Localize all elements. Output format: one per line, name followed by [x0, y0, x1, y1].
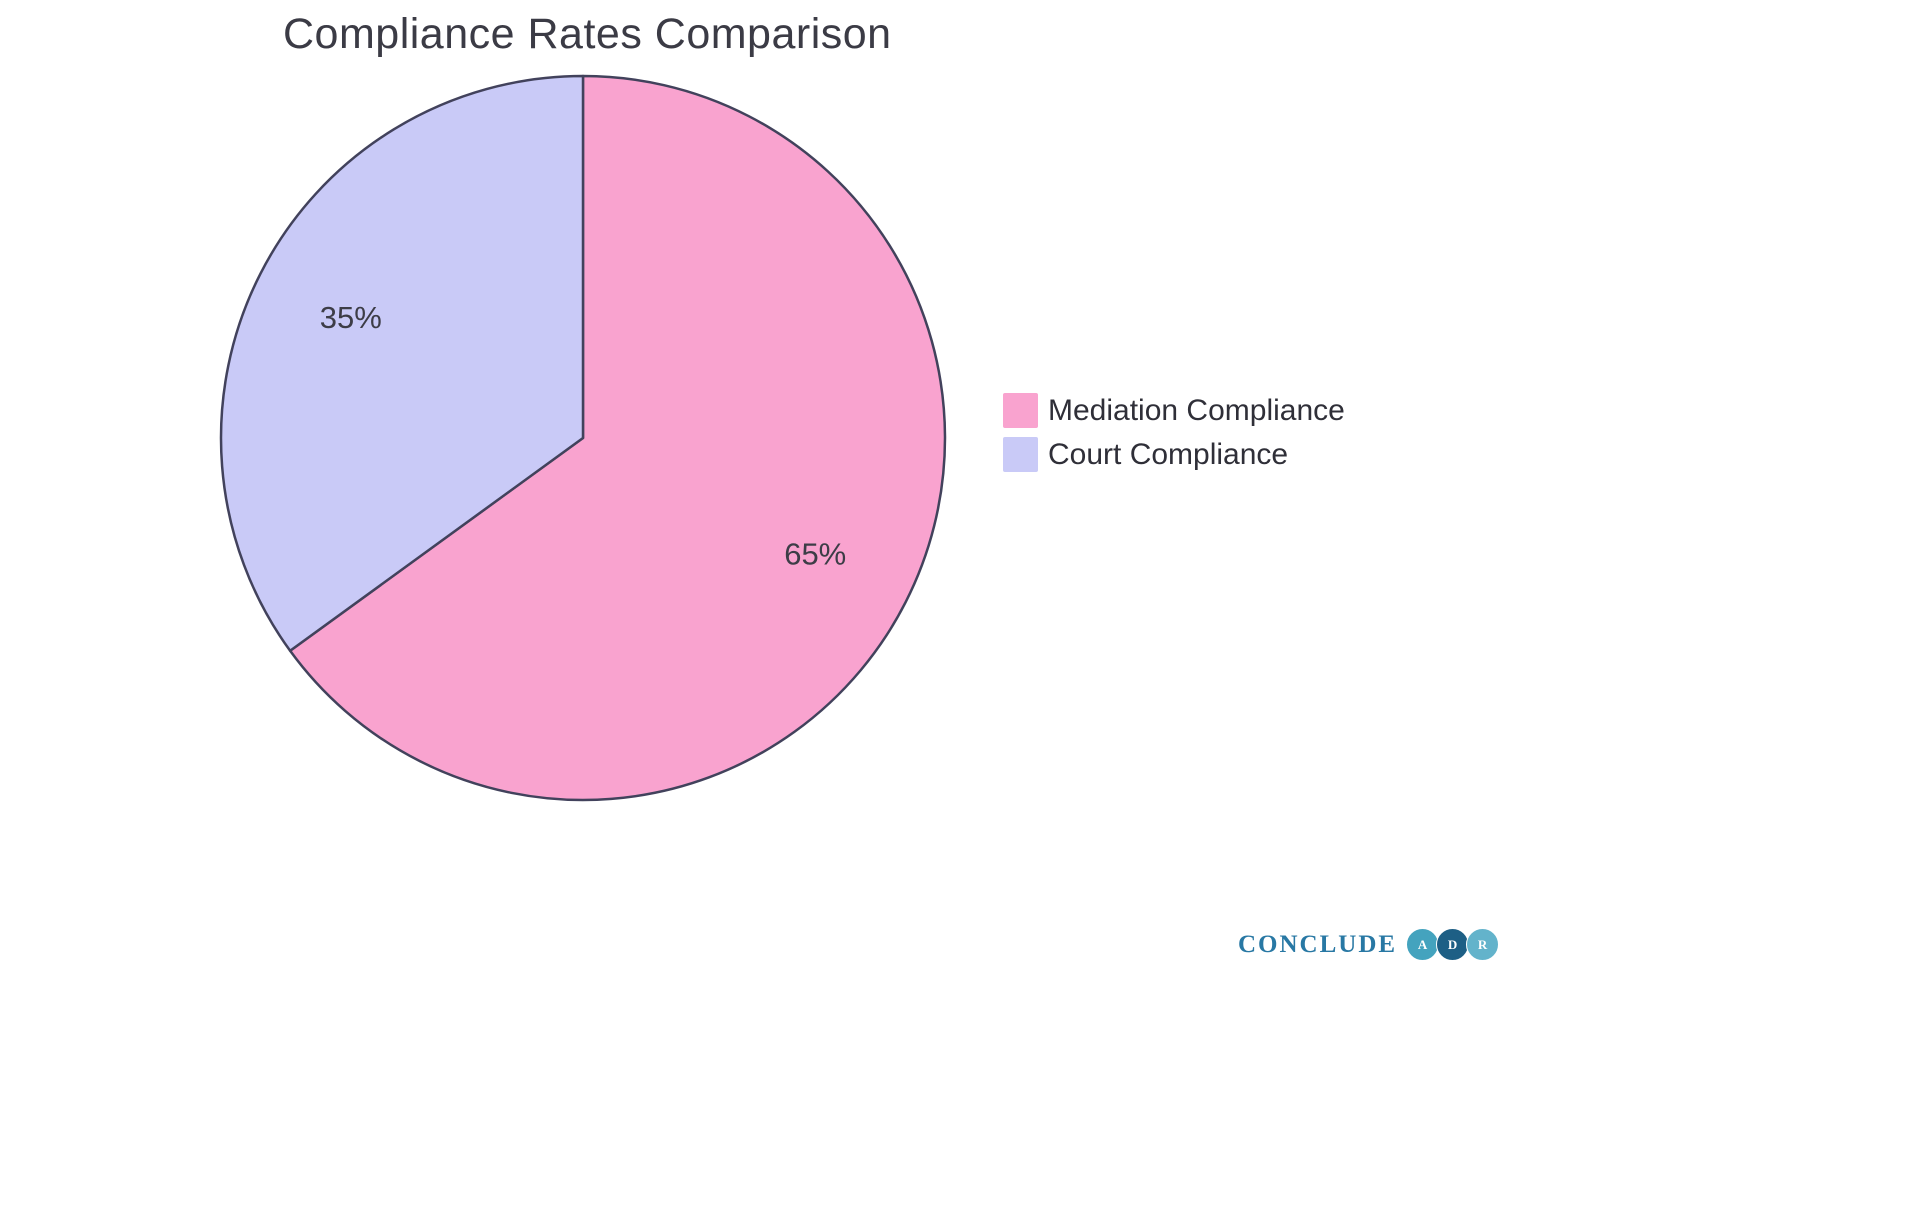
brand-badge-d: D [1436, 928, 1470, 961]
legend-swatch-0 [1003, 393, 1038, 428]
brand-badge-a: A [1406, 928, 1440, 961]
legend-item-1: Court Compliance [1003, 437, 1345, 472]
pie-slice-label-0: 65% [784, 537, 846, 572]
pie-slice-label-1: 35% [320, 300, 382, 335]
chart-title: Compliance Rates Comparison [283, 10, 892, 58]
pie-slice-0 [288, 74, 947, 802]
legend-label-1: Court Compliance [1048, 437, 1289, 471]
brand-badge-r: R [1466, 928, 1500, 961]
legend-label-0: Mediation Compliance [1048, 393, 1345, 427]
legend-item-0: Mediation Compliance [1003, 393, 1345, 428]
legend: Mediation Compliance Court Compliance [1003, 393, 1345, 472]
pie-slice-1 [219, 74, 585, 653]
legend-swatch-1 [1003, 437, 1038, 472]
brand-wordmark: CONCLUDE [1238, 930, 1398, 958]
